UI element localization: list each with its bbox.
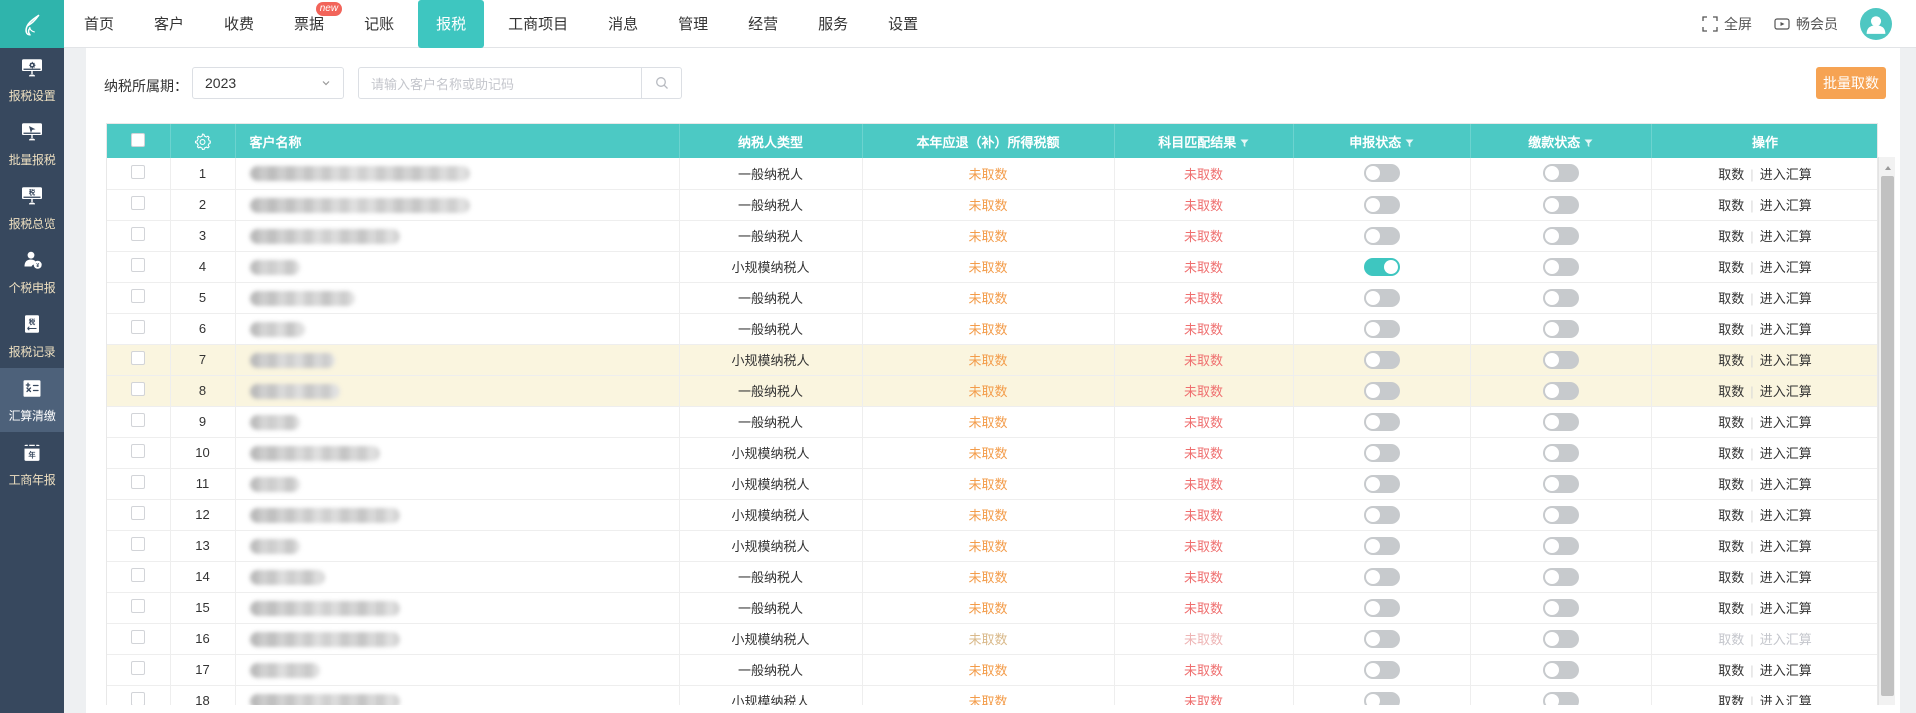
svg-text:税: 税 <box>29 187 36 196</box>
svg-text:年: 年 <box>28 451 36 460</box>
svg-text:¥: ¥ <box>36 263 39 269</box>
svg-text:税: 税 <box>29 317 36 326</box>
